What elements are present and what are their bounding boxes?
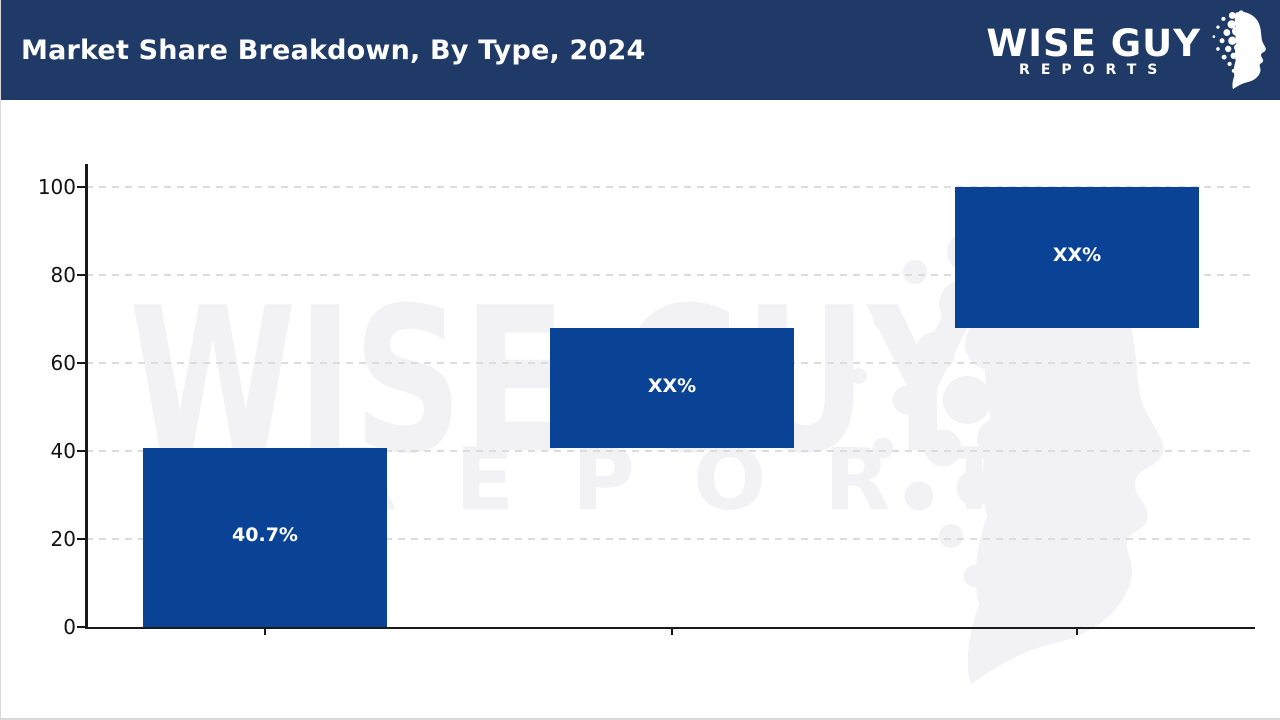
x-tick-mark: [670, 629, 674, 635]
x-tick-mark: [1075, 629, 1079, 635]
bar-value-label: XX%: [647, 374, 697, 397]
bar-value-label: 40.7%: [232, 524, 298, 547]
y-tick-mark: [77, 273, 86, 277]
gridline: [86, 186, 1254, 188]
gridline: [86, 538, 1254, 540]
x-tick-mark: [263, 629, 267, 635]
bar-1: [143, 447, 387, 627]
y-tick-mark: [77, 185, 86, 189]
logo-wordmark: WISE GUY: [986, 22, 1201, 65]
y-tick-mark: [77, 625, 86, 629]
y-tick-label: 20: [50, 527, 76, 551]
chart-area: WISE GUY REPORTS 40.7% XX% XX% 0 20 40 60 80 10…: [1, 100, 1280, 718]
logo-subtext: REPORTS: [1019, 62, 1169, 78]
y-tick-mark: [77, 361, 86, 365]
y-tick-mark: [77, 537, 86, 541]
chart-title: Market Share Breakdown, By Type, 2024: [21, 34, 646, 66]
brand-logo: WISE GUY REPORTS: [986, 6, 1269, 94]
logo-face-icon: [1212, 10, 1266, 90]
y-tick-label: 80: [50, 263, 76, 287]
bar-2: [550, 327, 794, 448]
bar-3: [955, 187, 1199, 328]
gridline: [86, 450, 1254, 452]
y-tick-label: 40: [50, 439, 76, 463]
logo-text: WISE GUY REPORTS: [986, 22, 1201, 78]
y-tick-label: 60: [50, 351, 76, 375]
y-tick-label: 100: [37, 175, 76, 199]
y-tick-label: 0: [63, 615, 76, 639]
y-tick-mark: [77, 449, 86, 453]
plot-area: 40.7% XX% XX%: [86, 165, 1254, 627]
gridline: [86, 274, 1254, 276]
x-axis-line: [85, 626, 1255, 629]
header: Market Share Breakdown, By Type, 2024 WI…: [1, 0, 1280, 100]
y-axis-line: [85, 164, 88, 629]
bar-value-label: XX%: [1052, 244, 1102, 267]
